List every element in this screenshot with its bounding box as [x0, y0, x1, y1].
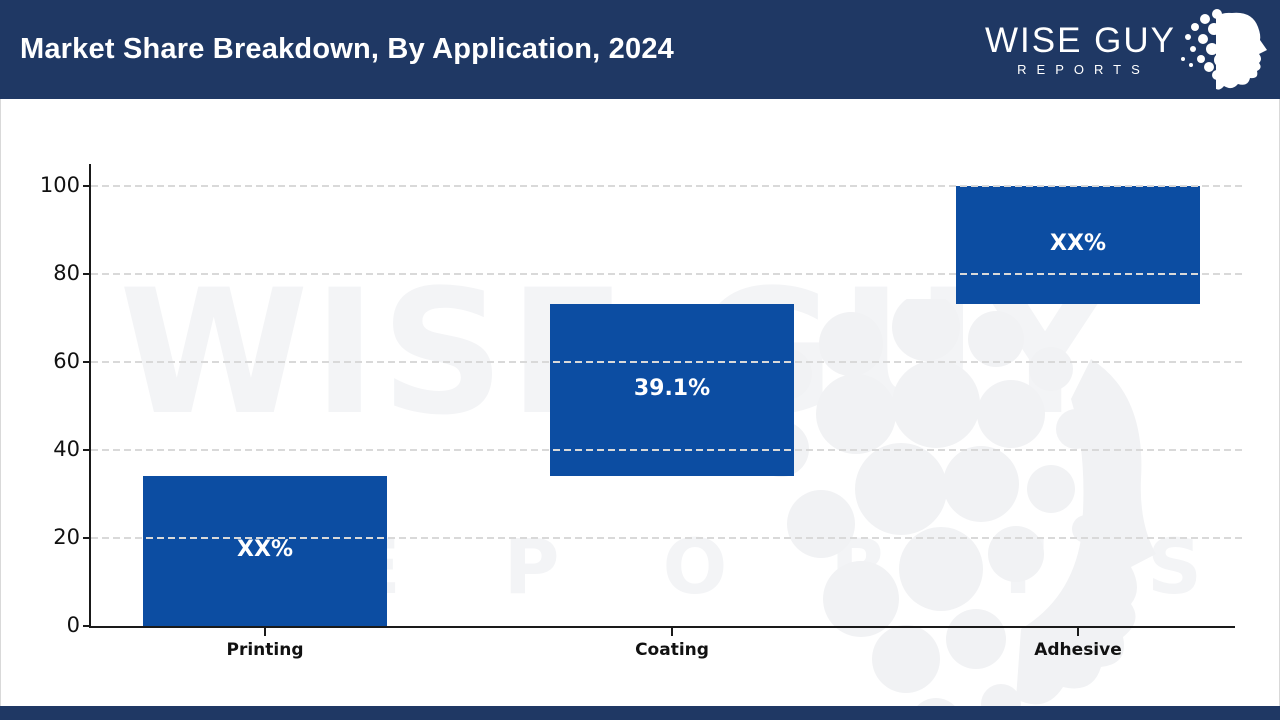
gridline [91, 537, 1245, 539]
y-axis-tick [83, 625, 90, 627]
y-axis-tick-label: 40 [53, 437, 80, 461]
y-axis-tick-label: 100 [39, 173, 80, 197]
y-axis-tick [83, 537, 90, 539]
gridline [91, 185, 1245, 187]
y-axis-tick-label: 60 [53, 349, 80, 373]
watermark-face-icon [753, 299, 1156, 720]
bar-printing [143, 475, 387, 626]
x-axis-tick [671, 628, 673, 636]
y-axis-line [89, 164, 91, 628]
bar-value-label: 39.1% [633, 375, 711, 401]
chart-area: WISE GUY R E P O R T S 0 20 40 60 80 100 XX% Pr… [0, 99, 1280, 720]
gridline [91, 449, 1245, 451]
bar-adhesive [956, 186, 1200, 304]
logo-text: WISE GUY REPORTS [985, 23, 1176, 77]
bar-coating [550, 303, 794, 476]
logo-subtext: REPORTS [1017, 61, 1150, 77]
y-axis-tick-label: 20 [53, 525, 80, 549]
x-axis-line [89, 626, 1235, 628]
chart-title: Market Share Breakdown, By Application, … [20, 33, 674, 65]
y-axis-tick [83, 273, 90, 275]
header: Market Share Breakdown, By Application, … [0, 0, 1280, 99]
bar-value-label: XX% [1050, 230, 1106, 256]
logo-face-icon [1181, 8, 1267, 90]
footer-bar [0, 706, 1280, 720]
category-label-coating: Coating [635, 640, 709, 660]
gridline [91, 273, 1245, 275]
wise-guy-logo: WISE GUY REPORTS [985, 0, 1272, 99]
gridline [91, 361, 1245, 363]
y-axis-tick-label: 80 [53, 261, 80, 285]
y-axis-tick [83, 185, 90, 187]
bar-value-label: XX% [237, 536, 293, 562]
y-axis-tick [83, 449, 90, 451]
x-axis-tick [1077, 628, 1079, 636]
category-label-adhesive: Adhesive [1034, 640, 1122, 660]
y-axis-tick-label: 0 [66, 613, 80, 637]
category-label-printing: Printing [226, 640, 304, 660]
x-axis-tick [264, 628, 266, 636]
y-axis-tick [83, 361, 90, 363]
logo-wordmark: WISE GUY [984, 20, 1176, 60]
